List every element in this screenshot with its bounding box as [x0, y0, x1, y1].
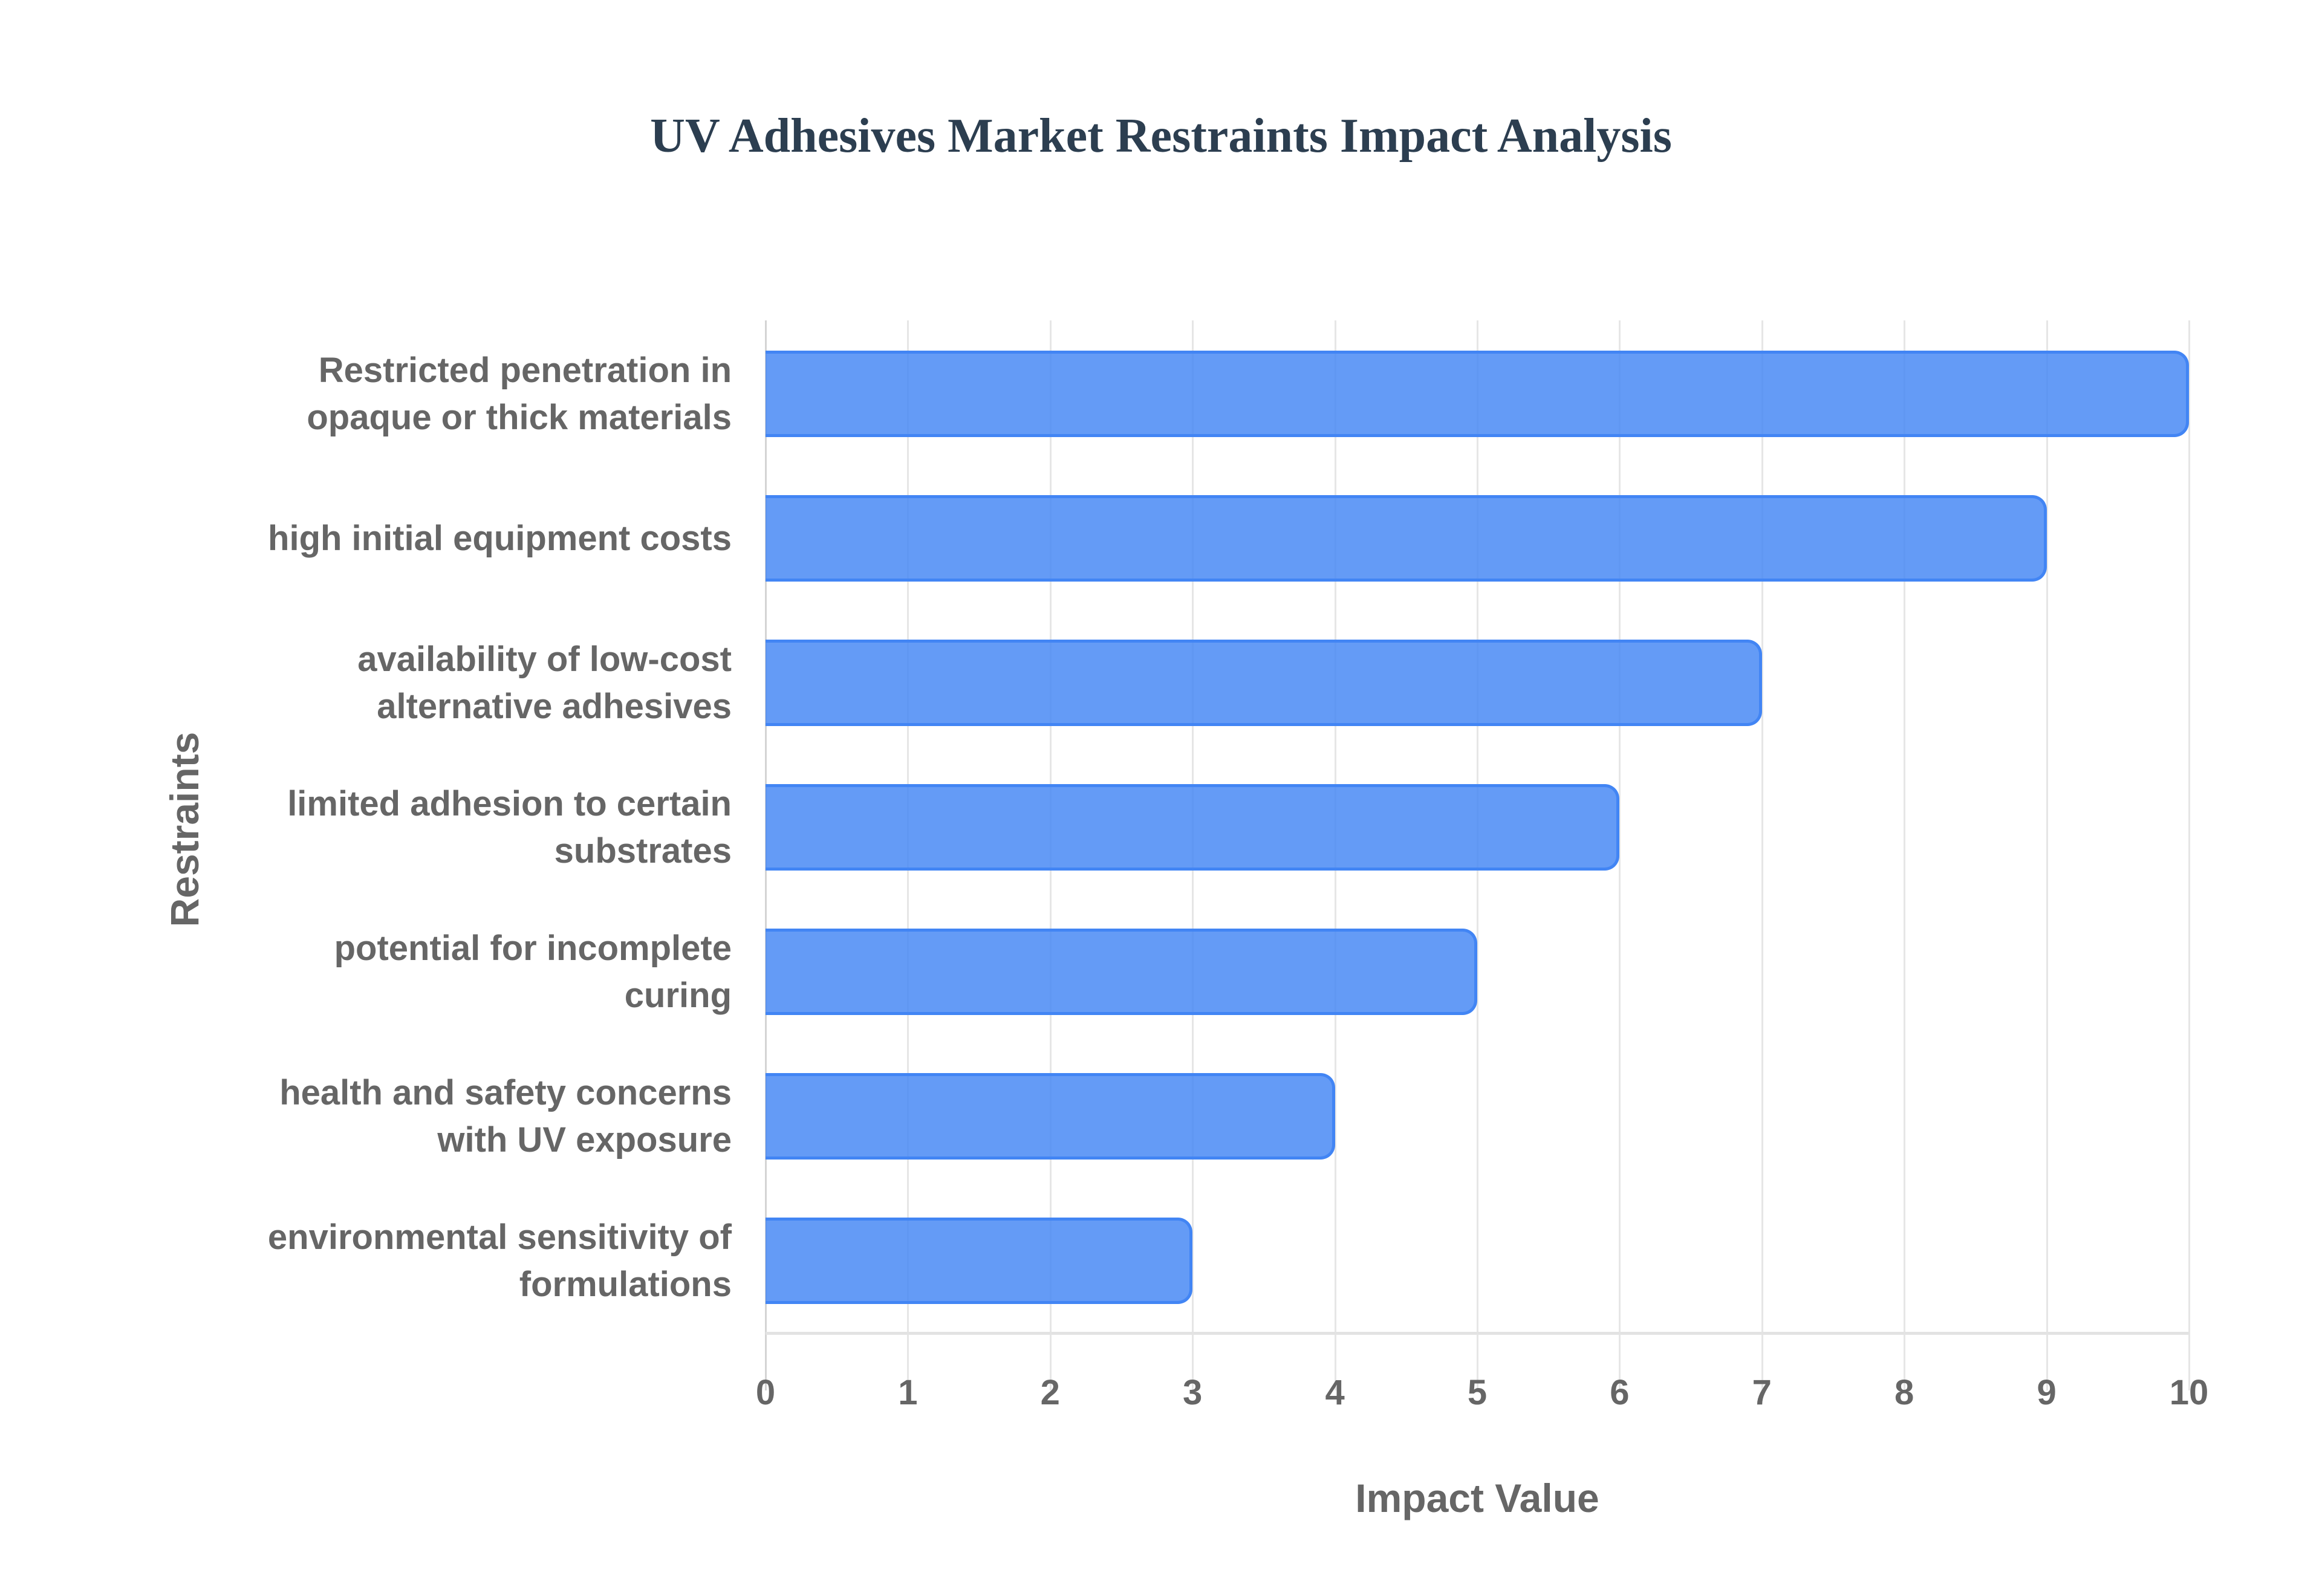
bar[interactable]	[766, 640, 1762, 726]
x-tick-label: 1	[871, 1372, 944, 1413]
category-label: limited adhesion to certainsubstrates	[200, 767, 732, 888]
category-label: availability of low-costalternative adhe…	[200, 623, 732, 744]
gridline	[1761, 320, 1763, 1390]
category-label: high initial equipment costs	[200, 478, 732, 599]
x-tick-label: 3	[1156, 1372, 1229, 1413]
category-label: potential for incompletecuring	[200, 912, 732, 1033]
gridline	[1904, 320, 1905, 1390]
x-tick-label: 8	[1868, 1372, 1940, 1413]
chart-title: UV Adhesives Market Restraints Impact An…	[0, 103, 2322, 169]
x-tick-label: 10	[2153, 1372, 2225, 1413]
bar[interactable]	[766, 351, 2189, 437]
gridline	[2188, 320, 2190, 1390]
x-tick-label: 0	[729, 1372, 802, 1413]
x-tick-label: 7	[1726, 1372, 1798, 1413]
x-tick-label: 4	[1299, 1372, 1371, 1413]
x-tick-label: 9	[2011, 1372, 2083, 1413]
bar[interactable]	[766, 1218, 1192, 1304]
category-label: Restricted penetration inopaque or thick…	[200, 334, 732, 455]
category-label: health and safety concernswith UV exposu…	[200, 1056, 732, 1177]
x-tick-label: 6	[1583, 1372, 1656, 1413]
bar[interactable]	[766, 784, 1619, 871]
gridline	[2046, 320, 2048, 1390]
x-tick-label: 5	[1441, 1372, 1514, 1413]
bar[interactable]	[766, 495, 2047, 582]
plot-area	[766, 320, 2189, 1333]
x-axis-line	[766, 1332, 2189, 1335]
bar[interactable]	[766, 1073, 1335, 1160]
x-axis-title: Impact Value	[766, 1475, 2189, 1521]
x-tick-label: 2	[1014, 1372, 1087, 1413]
category-label: environmental sensitivity offormulations	[200, 1201, 732, 1322]
bar[interactable]	[766, 929, 1477, 1015]
